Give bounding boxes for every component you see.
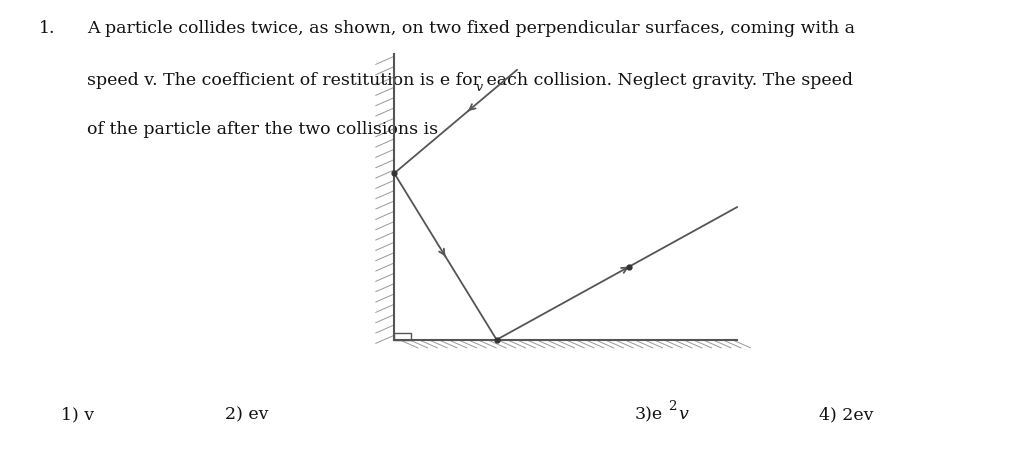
Text: v: v <box>678 406 688 423</box>
Text: 3)e: 3)e <box>635 406 663 423</box>
Text: v: v <box>476 81 482 94</box>
Text: 2) ev: 2) ev <box>225 406 268 423</box>
Text: A particle collides twice, as shown, on two fixed perpendicular surfaces, coming: A particle collides twice, as shown, on … <box>87 20 855 37</box>
Text: 4) 2ev: 4) 2ev <box>819 406 873 423</box>
Text: 1) v: 1) v <box>61 406 94 423</box>
Text: 1.: 1. <box>39 20 55 37</box>
Text: of the particle after the two collisions is: of the particle after the two collisions… <box>87 122 438 139</box>
Text: speed v. The coefficient of restitution is e for each collision. Neglect gravity: speed v. The coefficient of restitution … <box>87 72 853 89</box>
Bar <box>394 333 411 340</box>
Text: 2: 2 <box>668 400 676 413</box>
